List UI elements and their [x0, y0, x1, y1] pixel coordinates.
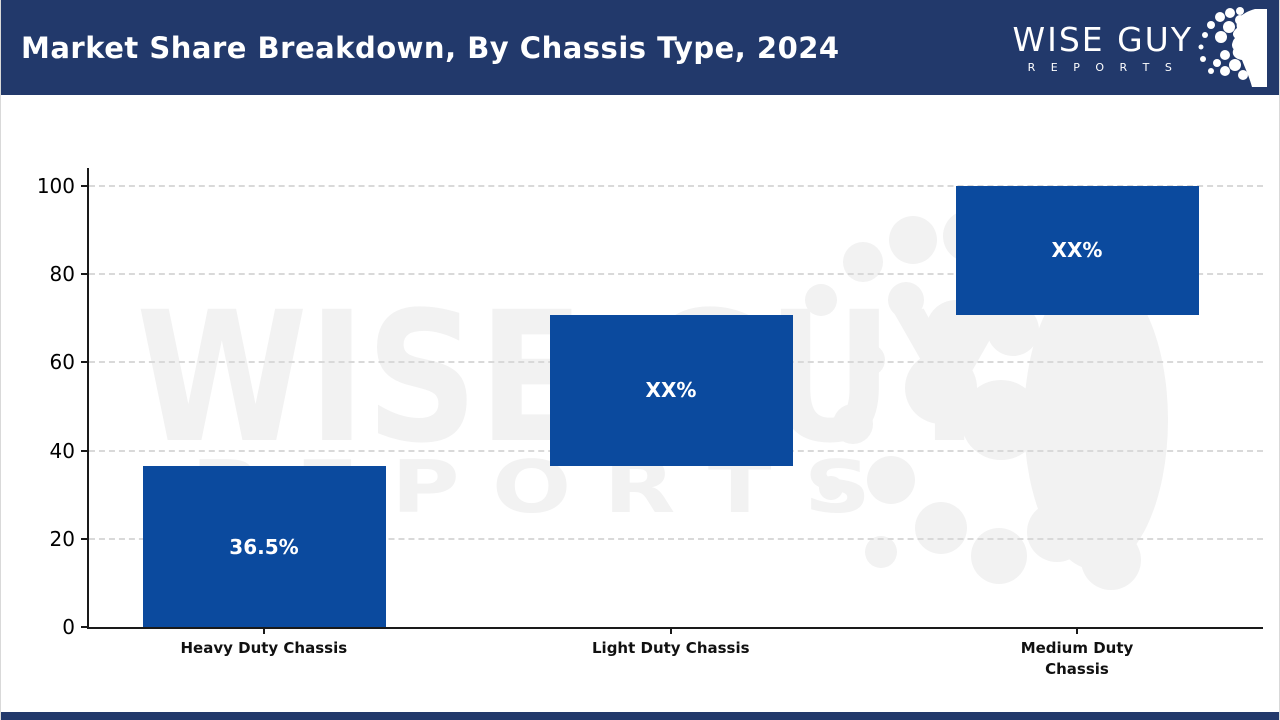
x-tick-label: Medium Duty Chassis — [1020, 639, 1134, 678]
bar-value-label: 36.5% — [229, 534, 299, 559]
y-tickmark — [81, 449, 89, 452]
x-tickmark — [670, 627, 672, 634]
y-tick-label: 80 — [49, 262, 75, 287]
gridline — [89, 537, 1263, 540]
bar-heavy-duty: 36.5% — [142, 466, 386, 627]
bar-value-label: XX% — [1051, 238, 1103, 263]
header: Market Share Breakdown, By Chassis Type,… — [1, 0, 1279, 95]
gridline — [89, 185, 1263, 187]
brand-logo-text: WISE GUY R E P O R T S — [1012, 20, 1193, 75]
y-tick-label: 20 — [49, 526, 75, 551]
y-tickmark — [81, 185, 89, 187]
brand-logo: WISE GUY R E P O R T S — [1012, 6, 1267, 90]
gridline — [89, 273, 1263, 276]
x-tick-label: Heavy Duty Chassis — [180, 639, 348, 657]
x-tick-label: Light Duty Chassis — [592, 639, 750, 657]
y-axis-spine — [87, 168, 89, 629]
y-tick-label: 40 — [49, 438, 75, 463]
y-tick-label: 60 — [49, 350, 75, 375]
y-tickmark — [81, 273, 89, 276]
x-tickmark — [263, 627, 265, 634]
y-tick-label: 100 — [36, 174, 75, 198]
bar-value-label: XX% — [645, 378, 697, 403]
bar-light-duty: XX% — [549, 314, 793, 467]
page-title: Market Share Breakdown, By Chassis Type,… — [21, 30, 840, 65]
y-tickmark — [81, 626, 89, 628]
y-tickmark — [81, 361, 89, 364]
brand-wordmark: WISE GUY — [1012, 20, 1193, 59]
wiseguy-face-icon — [1198, 7, 1267, 87]
y-tickmark — [81, 537, 89, 540]
x-tickmark — [1076, 627, 1078, 634]
brand-subtext: R E P O R T S — [1027, 61, 1178, 74]
bar-medium-duty: XX% — [955, 186, 1199, 315]
footer-bar — [1, 712, 1279, 720]
y-tick-label: 0 — [62, 615, 75, 639]
x-axis-spine — [87, 627, 1263, 629]
